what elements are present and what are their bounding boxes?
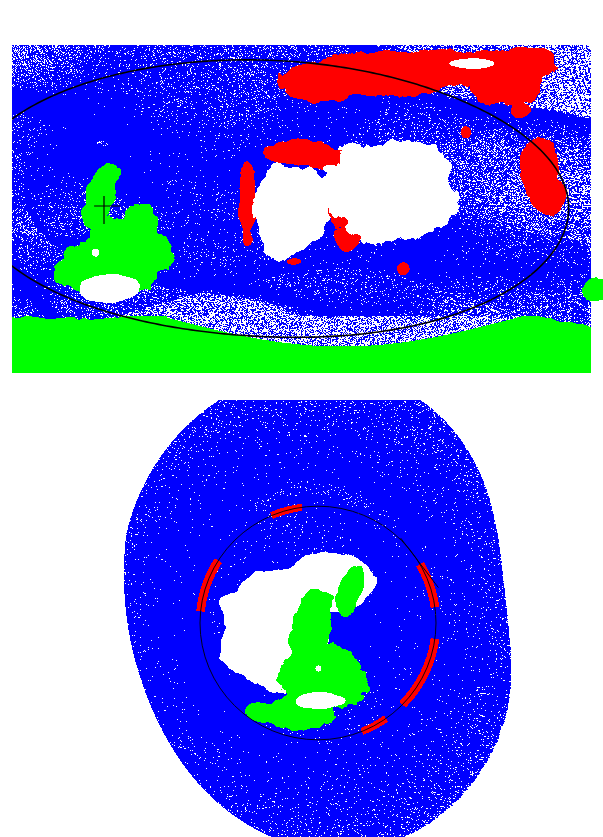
panel-oblique-projection <box>0 400 603 837</box>
flat-projection-canvas <box>0 0 603 400</box>
oblique-projection-canvas <box>0 400 603 837</box>
panel-flat-projection <box>0 0 603 400</box>
